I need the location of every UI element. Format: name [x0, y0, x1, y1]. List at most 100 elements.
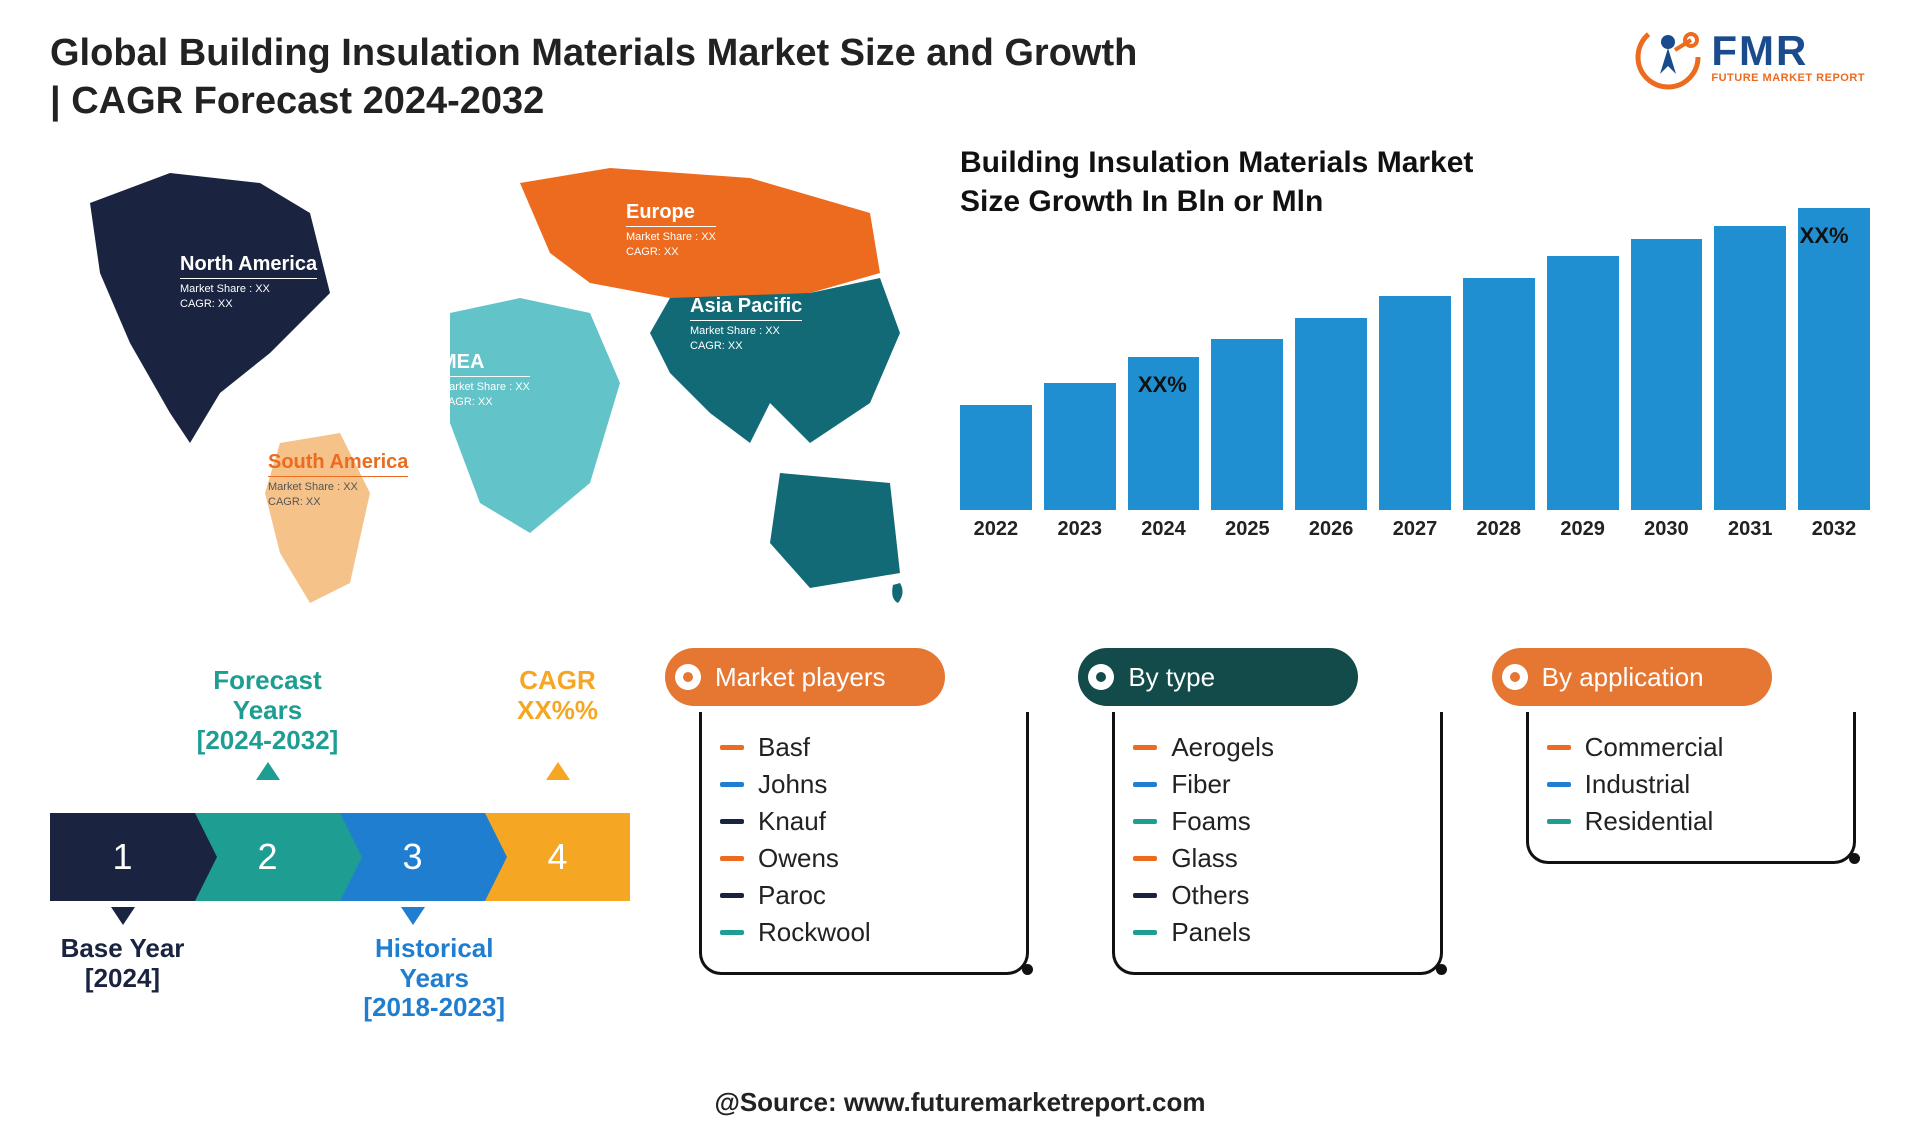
- bar-annotation: XX%: [1800, 223, 1849, 249]
- forecast-label: Forecast Years: [213, 665, 321, 725]
- list-item: Paroc: [720, 880, 1008, 911]
- list-item-label: Foams: [1171, 806, 1250, 837]
- logo-text-sub: FUTURE MARKET REPORT: [1711, 72, 1865, 84]
- segment-box: Aerogels Fiber Foams Glass Others Panels: [1112, 712, 1442, 975]
- bar-chart: Building Insulation Materials Market Siz…: [940, 143, 1870, 613]
- list-item-label: Commercial: [1585, 732, 1724, 763]
- bullet-icon: [1502, 664, 1528, 690]
- list-item: Basf: [720, 732, 1008, 763]
- list-item: Commercial: [1547, 732, 1835, 763]
- base-year-label: Base Year: [61, 933, 185, 963]
- bar-xlabel: 2031: [1728, 518, 1773, 541]
- list-item: Others: [1133, 880, 1421, 911]
- bar: [1463, 278, 1535, 510]
- list-item: Residential: [1547, 806, 1835, 837]
- map-label-sa: South America Market Share : XX CAGR: XX: [268, 451, 408, 511]
- bar-col: 2022: [960, 405, 1032, 541]
- historical-label: Historical Years: [375, 933, 494, 993]
- color-tick-icon: [720, 930, 744, 935]
- bar-xlabel: 2025: [1225, 518, 1270, 541]
- segment-market-players: Market players Basf Johns Knauf Owens Paroc Ro…: [665, 648, 1043, 975]
- cagr-value: XX%%: [517, 695, 598, 725]
- timeline-box: 1: [50, 813, 195, 901]
- bullet-icon: [675, 664, 701, 690]
- segment-heading: Market players: [715, 662, 886, 693]
- triangle-down-icon: [401, 907, 425, 925]
- bar-xlabel: 2029: [1560, 518, 1605, 541]
- color-tick-icon: [1133, 856, 1157, 861]
- bar: [1379, 296, 1451, 510]
- list-item-label: Residential: [1585, 806, 1714, 837]
- bar: [1714, 226, 1786, 510]
- list-item: Panels: [1133, 917, 1421, 948]
- segment-pill: By type: [1078, 648, 1358, 706]
- bar: [1044, 383, 1116, 510]
- list-item-label: Others: [1171, 880, 1249, 911]
- bar-xlabel: 2023: [1057, 518, 1102, 541]
- triangle-up-icon: [546, 762, 570, 780]
- segment-pill: Market players: [665, 648, 945, 706]
- segment-by-application: By application Commercial Industrial Reside…: [1492, 648, 1870, 864]
- bar-annotation: XX%: [1138, 372, 1187, 398]
- bar: [1547, 256, 1619, 510]
- bar-xlabel: 2022: [974, 518, 1019, 541]
- segment-box: Commercial Industrial Residential: [1526, 712, 1856, 864]
- list-item: Aerogels: [1133, 732, 1421, 763]
- bar: [1798, 208, 1870, 510]
- world-map: North America Market Share : XX CAGR: XX…: [50, 143, 910, 613]
- map-label-ap: Asia Pacific Market Share : XX CAGR: XX: [690, 295, 802, 355]
- historical-range: [2018-2023]: [363, 992, 505, 1022]
- color-tick-icon: [720, 856, 744, 861]
- bar-col: 2031: [1714, 226, 1786, 541]
- list-item-label: Basf: [758, 732, 810, 763]
- color-tick-icon: [1547, 819, 1571, 824]
- bar: [1631, 239, 1703, 510]
- list-item: Knauf: [720, 806, 1008, 837]
- list-item: Johns: [720, 769, 1008, 800]
- base-year-range: [2024]: [85, 963, 160, 993]
- list-item-label: Fiber: [1171, 769, 1230, 800]
- color-tick-icon: [1133, 930, 1157, 935]
- map-label-eur: Europe Market Share : XX CAGR: XX: [626, 201, 716, 261]
- bar-xlabel: 2030: [1644, 518, 1689, 541]
- timeline: Forecast Years [2024-2032] CAGR XX%% 1 2…: [50, 648, 630, 1023]
- list-item: Foams: [1133, 806, 1421, 837]
- list-item-label: Glass: [1171, 843, 1237, 874]
- list-item-label: Industrial: [1585, 769, 1691, 800]
- triangle-up-icon: [256, 762, 280, 780]
- list-item-label: Rockwool: [758, 917, 871, 948]
- color-tick-icon: [1133, 782, 1157, 787]
- list-item-label: Owens: [758, 843, 839, 874]
- bar-col: 2032: [1798, 208, 1870, 541]
- bar-xlabel: 2024: [1141, 518, 1186, 541]
- segment-pill: By application: [1492, 648, 1772, 706]
- segment-by-type: By type Aerogels Fiber Foams Glass Others Pane…: [1078, 648, 1456, 975]
- color-tick-icon: [720, 893, 744, 898]
- list-item-label: Knauf: [758, 806, 826, 837]
- color-tick-icon: [720, 819, 744, 824]
- bar-col: 2027: [1379, 296, 1451, 541]
- logo: FMR FUTURE MARKET REPORT: [1633, 22, 1865, 92]
- color-tick-icon: [1133, 819, 1157, 824]
- color-tick-icon: [1133, 893, 1157, 898]
- list-item-label: Aerogels: [1171, 732, 1274, 763]
- bar-col: 2028: [1463, 278, 1535, 541]
- bullet-icon: [1088, 664, 1114, 690]
- bar-col: 2026: [1295, 318, 1367, 542]
- map-label-mea: MEA Market Share : XX CAGR: XX: [440, 351, 530, 411]
- source-line: @Source: www.futuremarketreport.com: [0, 1087, 1920, 1118]
- list-item: Fiber: [1133, 769, 1421, 800]
- color-tick-icon: [1133, 745, 1157, 750]
- segment-heading: By type: [1128, 662, 1215, 693]
- list-item: Rockwool: [720, 917, 1008, 948]
- list-item: Glass: [1133, 843, 1421, 874]
- logo-icon: [1633, 22, 1703, 92]
- color-tick-icon: [1547, 782, 1571, 787]
- list-item: Owens: [720, 843, 1008, 874]
- triangle-down-icon: [111, 907, 135, 925]
- list-item-label: Johns: [758, 769, 827, 800]
- forecast-range: [2024-2032]: [197, 725, 339, 755]
- bar-xlabel: 2026: [1309, 518, 1354, 541]
- bar-col: 2023: [1044, 383, 1116, 541]
- map-label-na: North America Market Share : XX CAGR: XX: [180, 253, 317, 313]
